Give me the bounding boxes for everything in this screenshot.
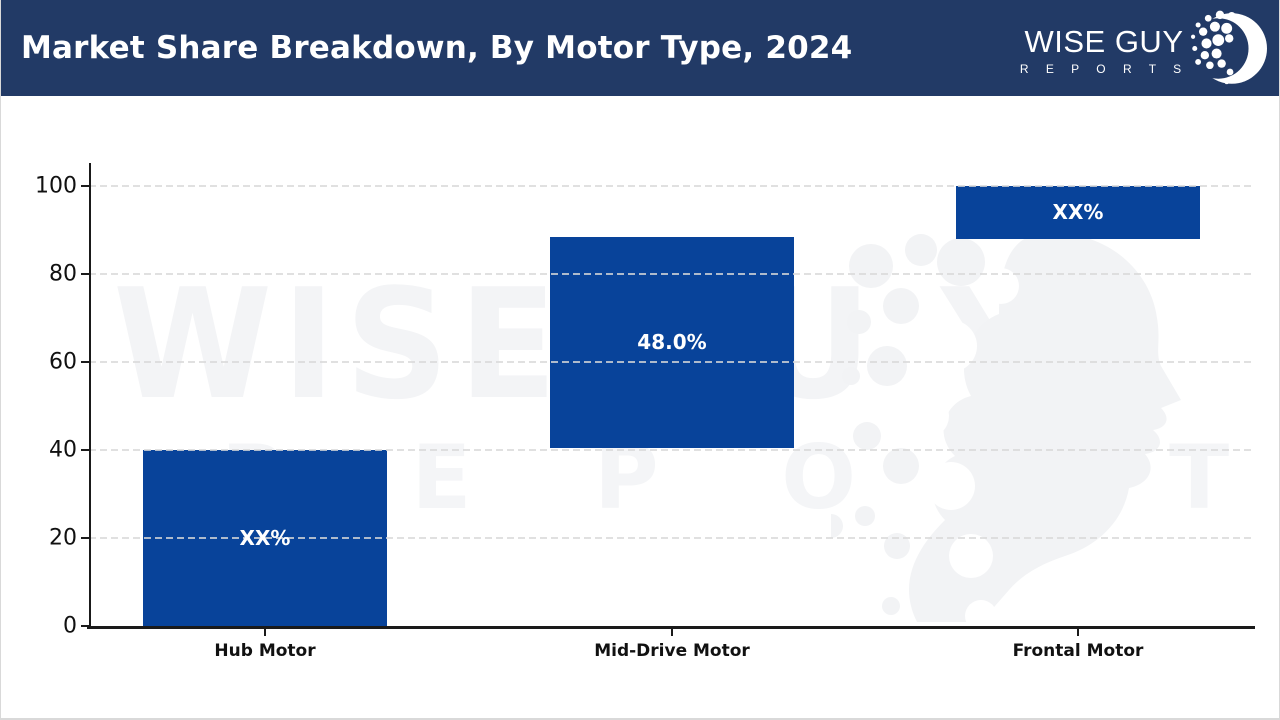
logo-wordmark: WISE GUY — [1024, 24, 1184, 59]
y-tick-mark-0 — [81, 625, 89, 627]
x-axis-category-label-hub-motor: Hub Motor — [214, 641, 316, 661]
gridline-20 — [89, 537, 1255, 539]
y-tick-label-60: 60 — [49, 349, 77, 375]
gridline-80 — [89, 273, 1255, 275]
y-tick-label-20: 20 — [49, 525, 77, 551]
bar-frontal-motor — [956, 186, 1200, 239]
logo-text: WISE GUY R E P O R T S — [1011, 24, 1197, 76]
x-axis-category-label-mid-drive-motor: Mid-Drive Motor — [594, 641, 750, 661]
bar-value-label-frontal-motor: XX% — [1052, 200, 1104, 225]
y-axis-spine — [89, 163, 91, 628]
x-axis-category-label-frontal-motor: Frontal Motor — [1012, 641, 1144, 661]
bar-mid-drive-motor — [550, 237, 794, 448]
page-title: Market Share Breakdown, By Motor Type, 2… — [21, 30, 853, 66]
bar-value-label-hub-motor: XX% — [239, 526, 291, 550]
chart-canvas: WISE GU Y R E P O R T S 020406080100XX%H… — [1, 96, 1279, 718]
gridline-100 — [89, 185, 1255, 187]
wise-guy-reports-logo: WISE GUY R E P O R T S — [1011, 6, 1267, 92]
x-tick-mark-hub-motor — [264, 628, 266, 636]
dotted-head-icon — [1188, 10, 1267, 85]
y-tick-label-0: 0 — [63, 613, 77, 639]
logo-subtitle: R E P O R T S — [1019, 62, 1189, 76]
x-tick-mark-mid-drive-motor — [671, 628, 673, 636]
header-bar: Market Share Breakdown, By Motor Type, 2… — [1, 0, 1279, 96]
gridline-40 — [89, 449, 1255, 451]
watermark-head-icon — [831, 233, 1181, 632]
gridline-60 — [89, 361, 1255, 363]
y-tick-label-40: 40 — [49, 437, 77, 463]
bar-value-label-mid-drive-motor: 48.0% — [637, 330, 707, 355]
y-tick-mark-100 — [81, 185, 89, 187]
x-axis-spine — [87, 626, 1255, 629]
y-tick-mark-20 — [81, 537, 89, 539]
y-tick-label-100: 100 — [35, 173, 77, 199]
y-tick-mark-40 — [81, 449, 89, 451]
y-tick-label-80: 80 — [49, 261, 77, 287]
x-tick-mark-frontal-motor — [1077, 628, 1079, 636]
y-tick-mark-80 — [81, 273, 89, 275]
y-tick-mark-60 — [81, 361, 89, 363]
